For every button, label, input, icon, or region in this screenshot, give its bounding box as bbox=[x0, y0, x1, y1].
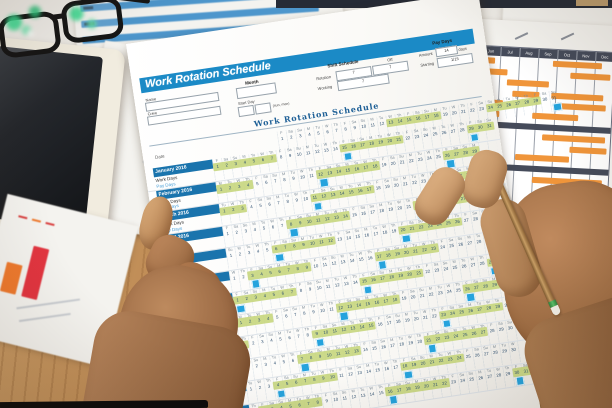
month-label: January 2016 bbox=[152, 159, 214, 178]
gantt-column-label: Dec bbox=[601, 54, 609, 60]
gantt-bar bbox=[552, 60, 602, 70]
rotation-row-label: Rotation bbox=[315, 74, 332, 82]
month-field-box bbox=[235, 82, 277, 100]
gantt-column-label: Oct bbox=[563, 52, 571, 58]
starting-label: Starting bbox=[420, 60, 435, 68]
black-device-edge bbox=[0, 399, 209, 408]
pay-day-marker bbox=[388, 394, 399, 405]
gantt-column-label: Jul bbox=[507, 49, 513, 55]
gantt-bar bbox=[514, 154, 570, 164]
document-banner-title: Work Rotation Schedule bbox=[139, 28, 475, 94]
amount-label: Amount bbox=[418, 50, 433, 58]
pay-day-marker bbox=[515, 375, 526, 386]
pay-day-marker bbox=[552, 101, 563, 112]
chart-bar bbox=[0, 261, 23, 295]
off-column-label: Off bbox=[386, 56, 393, 63]
gantt-bar bbox=[570, 72, 611, 81]
start-day-box-1 bbox=[237, 104, 255, 118]
rotation-off-box: 7 bbox=[371, 60, 410, 76]
amount-unit-label: days bbox=[458, 45, 468, 52]
wood-block-top-right bbox=[576, 0, 608, 6]
gantt-bar bbox=[541, 134, 606, 144]
gantt-bar bbox=[569, 146, 607, 155]
working-row-label: Working bbox=[317, 84, 333, 92]
gantt-bar bbox=[506, 79, 550, 88]
chart-bar bbox=[21, 245, 50, 301]
date-row-label: Date bbox=[154, 153, 165, 160]
gantt-column-label: Sep bbox=[544, 51, 552, 57]
gantt-bar bbox=[532, 112, 578, 122]
start-day-box-2 bbox=[254, 102, 272, 115]
start-day-note: (sun, mon) bbox=[272, 101, 290, 108]
red-bar-chart bbox=[0, 215, 85, 308]
gantt-column-label: Nov bbox=[582, 53, 590, 59]
gantt-column-label: Aug bbox=[525, 50, 533, 56]
gantt-bar bbox=[559, 103, 606, 112]
